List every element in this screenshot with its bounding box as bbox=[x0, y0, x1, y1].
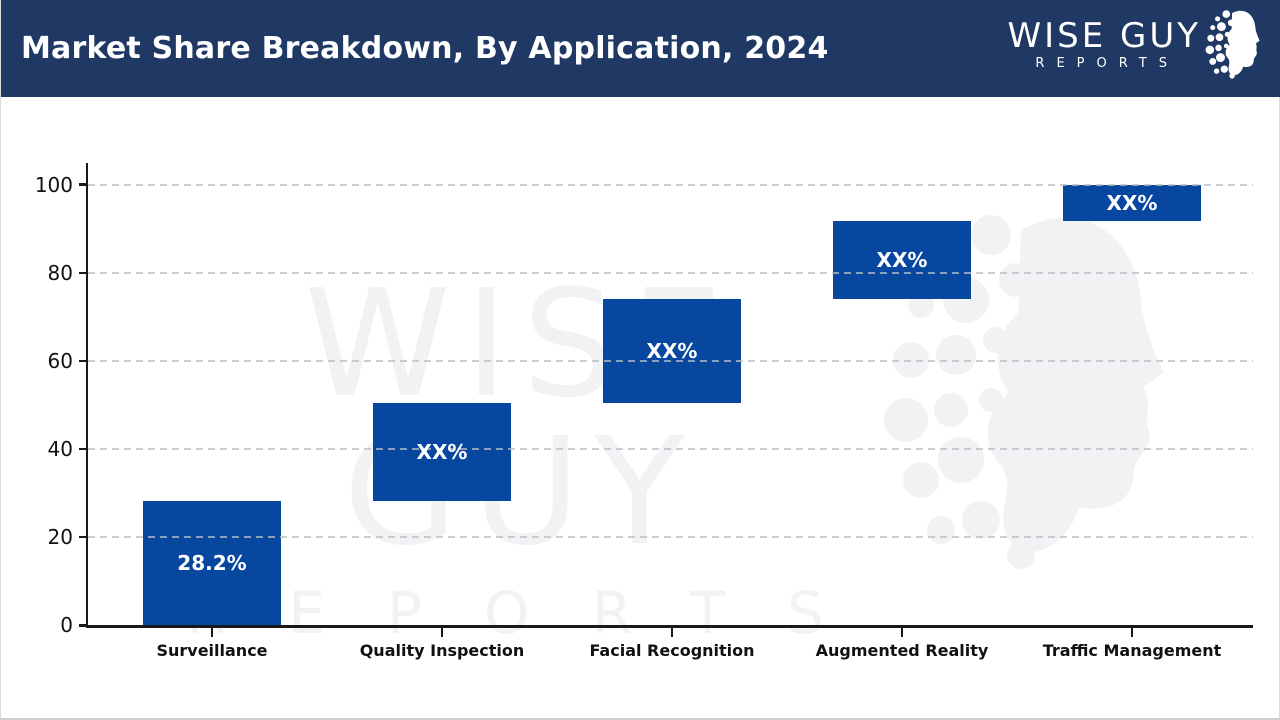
y-tick-label: 100 bbox=[34, 172, 73, 197]
page-title: Market Share Breakdown, By Application, … bbox=[21, 31, 829, 66]
bar-quality-inspection bbox=[373, 403, 511, 502]
x-tick-label-quality-inspection: Quality Inspection bbox=[359, 641, 525, 661]
y-axis-tick bbox=[79, 359, 88, 363]
y-tick-label: 0 bbox=[60, 613, 73, 638]
bar-value-label: 28.2% bbox=[177, 551, 247, 576]
x-tick-label-augmented-reality: Augmented Reality bbox=[815, 641, 989, 661]
logo-text: WISE GUY REPORTS bbox=[1007, 15, 1201, 72]
logo-subtext: REPORTS bbox=[1035, 56, 1180, 72]
logo-face-icon bbox=[1205, 10, 1260, 79]
x-tick-label-surveillance: Surveillance bbox=[156, 641, 268, 661]
y-axis-tick bbox=[79, 536, 88, 539]
y-tick-label: 20 bbox=[47, 525, 73, 550]
x-tick-label-facial-recognition: Facial Recognition bbox=[589, 641, 755, 661]
x-axis-tick bbox=[670, 628, 674, 637]
y-axis-line bbox=[86, 162, 89, 628]
gridline-60 bbox=[88, 359, 1253, 362]
logo-wordmark: WISE GUY bbox=[1007, 15, 1201, 56]
bar-value-label: XX% bbox=[876, 247, 928, 272]
y-axis-tick bbox=[79, 624, 88, 627]
bar-augmented-reality bbox=[833, 221, 971, 299]
x-axis-line bbox=[86, 625, 1253, 628]
bar-value-label: XX% bbox=[1106, 190, 1158, 215]
bar-traffic-management bbox=[1063, 184, 1201, 222]
x-axis-tick bbox=[1130, 628, 1134, 637]
bar-value-label: XX% bbox=[646, 339, 698, 363]
y-tick-label: 80 bbox=[47, 260, 73, 285]
y-axis-tick bbox=[79, 447, 88, 451]
header-banner: Market Share Breakdown, By Application, … bbox=[1, 0, 1280, 97]
x-axis-tick bbox=[900, 628, 904, 637]
gridline-40 bbox=[88, 448, 1253, 451]
bar-value-label: XX% bbox=[416, 440, 468, 465]
y-tick-label: 60 bbox=[47, 348, 73, 373]
x-axis-tick bbox=[440, 628, 444, 637]
gridline-80 bbox=[88, 271, 1253, 274]
bar-surveillance bbox=[143, 501, 281, 626]
watermark-subtext: REPORTS bbox=[186, 579, 886, 647]
gridline-100 bbox=[88, 183, 1253, 186]
x-axis-tick bbox=[210, 628, 214, 637]
y-tick-label: 40 bbox=[47, 437, 73, 462]
brand-logo: WISE GUY REPORTS bbox=[1007, 6, 1263, 84]
gridline-20 bbox=[88, 536, 1253, 539]
x-tick-label-traffic-management: Traffic Management bbox=[1042, 641, 1222, 661]
y-axis-tick bbox=[79, 183, 88, 186]
bar-facial-recognition bbox=[603, 298, 741, 404]
y-axis-tick bbox=[79, 271, 88, 274]
